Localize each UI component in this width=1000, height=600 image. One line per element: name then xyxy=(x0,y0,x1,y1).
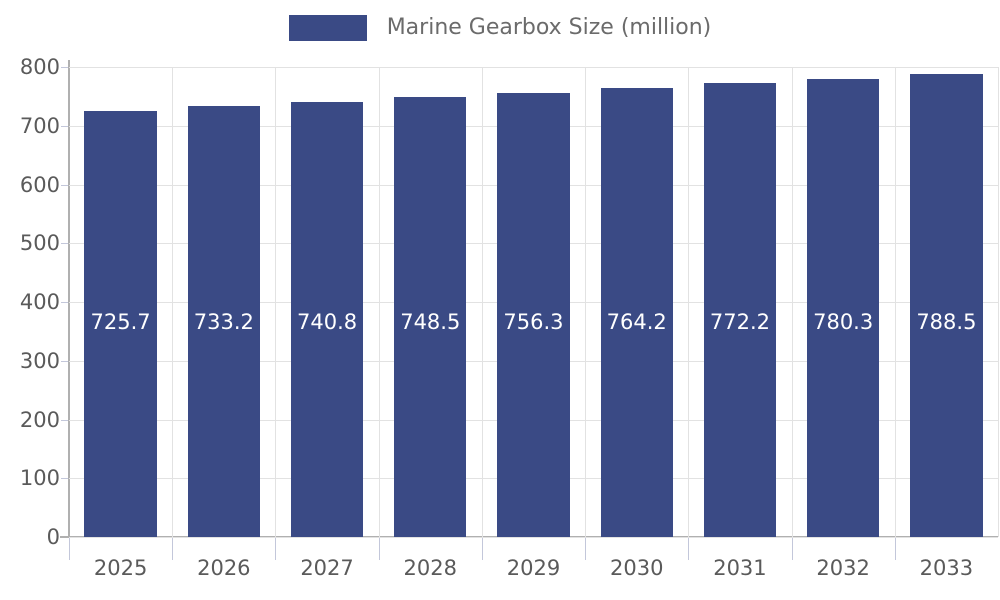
x-tick-label: 2028 xyxy=(403,556,457,580)
x-tick-mark xyxy=(895,538,896,560)
x-gridline xyxy=(998,67,999,537)
x-tick-label: 2025 xyxy=(93,556,148,580)
y-tick-label: 400 xyxy=(19,290,60,314)
bar[interactable]: 733.2 xyxy=(187,106,260,537)
x-tick-label: 2033 xyxy=(919,556,974,580)
y-tick-label: 500 xyxy=(19,231,60,256)
y-tick-label: 0 xyxy=(46,525,60,549)
bar[interactable]: 748.5 xyxy=(394,97,467,537)
bar[interactable]: 725.7 xyxy=(84,110,157,537)
chart-legend: Marine Gearbox Size (million) xyxy=(0,0,1000,56)
x-gridline xyxy=(172,67,173,537)
y-axis-line xyxy=(68,60,70,538)
y-gridline xyxy=(69,67,998,68)
x-tick-label: 2029 xyxy=(506,556,561,580)
y-tick-mark xyxy=(61,419,68,421)
bar-value-label: 748.5 xyxy=(400,310,461,334)
bar-value-label: 733.2 xyxy=(193,310,254,334)
x-gridline xyxy=(895,67,896,537)
x-gridline xyxy=(379,67,380,537)
x-tick-mark xyxy=(482,538,483,560)
x-tick-mark xyxy=(379,538,380,560)
y-tick-mark xyxy=(61,243,68,245)
bar-value-label: 756.3 xyxy=(503,310,564,334)
x-tick-label: 2027 xyxy=(300,556,354,580)
x-tick-mark xyxy=(585,538,586,560)
x-tick-label: 2031 xyxy=(713,556,767,580)
legend-swatch-icon xyxy=(288,15,367,41)
x-tick-label: 2032 xyxy=(816,556,870,580)
x-tick-mark xyxy=(172,538,173,560)
legend-item-label: Marine Gearbox Size (million) xyxy=(386,15,712,40)
y-axis: 0 100 200 300 400 500 600 700 800 xyxy=(0,0,68,600)
y-tick-label: 600 xyxy=(19,172,60,197)
y-tick-mark xyxy=(61,184,68,186)
bar[interactable]: 772.2 xyxy=(703,83,777,537)
bar[interactable]: 788.5 xyxy=(910,73,983,537)
bar[interactable]: 740.8 xyxy=(290,101,364,537)
bar[interactable]: 780.3 xyxy=(807,78,880,537)
y-tick-label: 100 xyxy=(19,466,60,491)
y-tick-mark xyxy=(61,478,68,480)
x-gridline xyxy=(792,67,793,537)
bar-value-label: 740.8 xyxy=(296,310,358,334)
x-tick-mark xyxy=(69,538,70,560)
x-tick-label: 2030 xyxy=(609,556,664,580)
x-tick-mark xyxy=(688,538,689,560)
y-tick-label: 200 xyxy=(19,407,60,432)
x-gridline xyxy=(275,67,276,537)
y-tick-label: 300 xyxy=(19,348,60,373)
bar-value-label: 780.3 xyxy=(813,310,874,334)
bar-value-label: 764.2 xyxy=(606,310,667,334)
bar-value-label: 725.7 xyxy=(90,310,151,334)
y-tick-label: 800 xyxy=(19,55,60,79)
x-tick-mark xyxy=(275,538,276,560)
legend-item-marine-gearbox-size[interactable]: Marine Gearbox Size (million) xyxy=(288,15,712,41)
plot-area: 725.7 733.2 740.8 748.5 756.3 764.2 772.2 780.3… xyxy=(69,67,999,538)
y-gridline xyxy=(69,537,998,538)
y-tick-mark xyxy=(61,125,68,127)
y-tick-label: 700 xyxy=(19,113,60,138)
x-gridline xyxy=(482,67,483,537)
x-gridline xyxy=(688,67,689,537)
y-tick-mark xyxy=(61,67,68,68)
bar-value-label: 788.5 xyxy=(916,310,977,334)
y-tick-mark xyxy=(61,360,68,362)
x-tick-label: 2026 xyxy=(197,556,251,580)
bar[interactable]: 756.3 xyxy=(497,92,570,537)
x-tick-mark xyxy=(792,538,793,560)
bar-value-label: 772.2 xyxy=(709,310,770,334)
bar[interactable]: 764.2 xyxy=(600,88,673,537)
x-gridline xyxy=(585,67,586,537)
y-tick-mark xyxy=(61,302,68,303)
